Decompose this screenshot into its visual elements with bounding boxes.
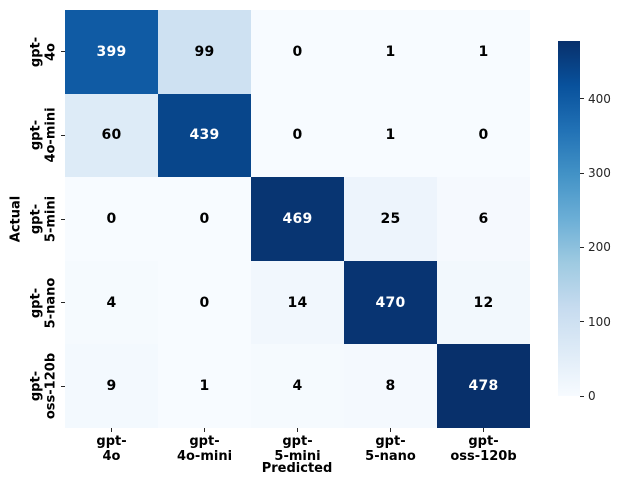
heatmap-cell: 4 [65,260,158,345]
x-tick-mark [204,428,205,432]
colorbar [558,41,580,396]
heatmap-cell: 8 [344,344,437,428]
heatmap-cell: 0 [251,93,344,178]
x-axis-title: Predicted [261,461,333,476]
x-tick-mark [111,428,112,432]
heatmap-cell: 1 [158,344,251,428]
y-tick-label: gpt- 5-mini [28,195,58,243]
y-axis-title: Actual [8,195,24,243]
colorbar-tick-mark [580,246,584,248]
heatmap-cell: 439 [158,93,251,178]
heatmap-cell: 4 [251,344,344,428]
heatmap-cell: 25 [344,177,437,261]
heatmap-cell: 99 [158,10,251,94]
y-tick-label: gpt- oss-120b [28,353,58,420]
x-tick-mark [390,428,391,432]
x-tick-mark [483,428,484,432]
colorbar-tick-mark [580,172,584,174]
heatmap-cell: 470 [344,260,437,345]
y-tick-mark [61,51,65,53]
heatmap-cell: 1 [437,10,530,94]
heatmap-cell: 0 [158,177,251,261]
heatmap-cell: 60 [65,93,158,178]
heatmap-cell: 0 [251,10,344,94]
x-tick-mark [297,428,298,432]
y-tick-mark [61,302,65,304]
heatmap-cell: 469 [251,177,344,261]
heatmap-cell: 399 [65,10,158,94]
colorbar-tick-mark [580,395,584,397]
colorbar-tick-label: 300 [588,166,611,181]
colorbar-tick-label: 200 [588,240,611,255]
colorbar-tick-label: 100 [588,314,611,329]
heatmap-cell: 0 [158,260,251,345]
heatmap-cell: 9 [65,344,158,428]
x-tick-label: gpt- 5-nano [365,434,416,465]
heatmap-cell: 0 [65,177,158,261]
colorbar-tick-label: 400 [588,91,611,106]
y-tick-mark [61,385,65,387]
y-tick-label: gpt- 4o-mini [28,107,58,163]
heatmap-cell: 1 [344,10,437,94]
colorbar-tick-label: 0 [588,389,596,403]
heatmap-cell: 14 [251,260,344,345]
heatmap-cell: 478 [437,344,530,428]
x-tick-label: gpt- oss-120b [450,434,517,465]
y-tick-label: gpt- 5-nano [28,277,58,328]
x-tick-label: gpt- 5-mini [274,434,321,465]
heatmap-cell: 6 [437,177,530,261]
y-tick-mark [61,218,65,220]
y-tick-mark [61,134,65,136]
x-tick-label: gpt- 4o-mini [176,434,233,465]
heatmap-grid: 399 99 0 1 1 60 439 0 1 0 0 0 469 25 6 4 0 14 470 12 9 1 4 8 478 [65,10,530,428]
colorbar-tick-mark [580,98,584,100]
heatmap-cell: 12 [437,260,530,345]
heatmap-cell: 1 [344,93,437,178]
y-tick-label: gpt- 4o [28,36,58,67]
x-tick-label: gpt- 4o [96,434,127,465]
colorbar-tick-mark [580,321,584,323]
heatmap-cell: 0 [437,93,530,178]
